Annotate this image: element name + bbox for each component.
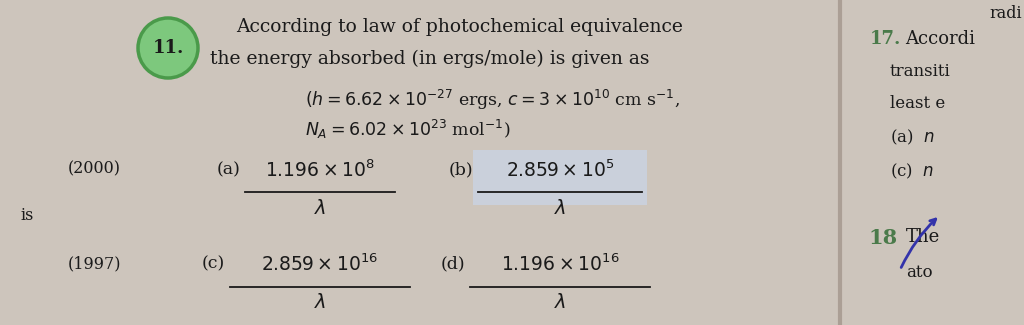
Circle shape <box>138 18 198 78</box>
Text: $\lambda$: $\lambda$ <box>554 199 566 217</box>
Text: 11.: 11. <box>153 39 183 57</box>
Text: transiti: transiti <box>890 63 950 80</box>
Text: Accordi: Accordi <box>905 30 975 48</box>
Text: least e: least e <box>890 95 945 112</box>
Text: $(h = 6.62 \times 10^{-27}$ ergs, $c = 3 \times 10^{10}$ cm s$^{-1}$,: $(h = 6.62 \times 10^{-27}$ ergs, $c = 3… <box>305 88 680 112</box>
Text: $N_A = 6.02 \times 10^{23}$ mol$^{-1}$): $N_A = 6.02 \times 10^{23}$ mol$^{-1}$) <box>305 118 510 141</box>
Text: $2.859\times10^{16}$: $2.859\times10^{16}$ <box>261 253 379 275</box>
Text: $\lambda$: $\lambda$ <box>313 199 327 217</box>
Text: (1997): (1997) <box>68 255 122 272</box>
Text: $2.859\times10^{5}$: $2.859\times10^{5}$ <box>506 159 614 181</box>
Text: radi: radi <box>989 5 1022 22</box>
Text: 18: 18 <box>868 228 897 248</box>
Bar <box>473 150 647 205</box>
Text: $1.196\times10^{16}$: $1.196\times10^{16}$ <box>501 253 620 275</box>
Text: (b): (b) <box>449 162 473 178</box>
Text: $\lambda$: $\lambda$ <box>554 293 566 313</box>
Text: The: The <box>906 228 940 246</box>
Text: $1.196\times10^{8}$: $1.196\times10^{8}$ <box>265 159 375 181</box>
Text: According to law of photochemical equivalence: According to law of photochemical equiva… <box>237 18 683 36</box>
Text: (c): (c) <box>202 255 225 272</box>
Text: (2000): (2000) <box>68 160 121 177</box>
Text: (c)  $n$: (c) $n$ <box>890 162 934 181</box>
Text: $\lambda$: $\lambda$ <box>313 293 327 313</box>
Text: is: is <box>20 207 34 224</box>
Text: (a)  $n$: (a) $n$ <box>890 128 935 147</box>
Text: 17.: 17. <box>870 30 901 48</box>
Text: ato: ato <box>906 264 933 281</box>
Text: the energy absorbed (in ergs/mole) is given as: the energy absorbed (in ergs/mole) is gi… <box>210 50 650 68</box>
Text: (a): (a) <box>216 162 240 178</box>
Text: (d): (d) <box>440 255 465 272</box>
